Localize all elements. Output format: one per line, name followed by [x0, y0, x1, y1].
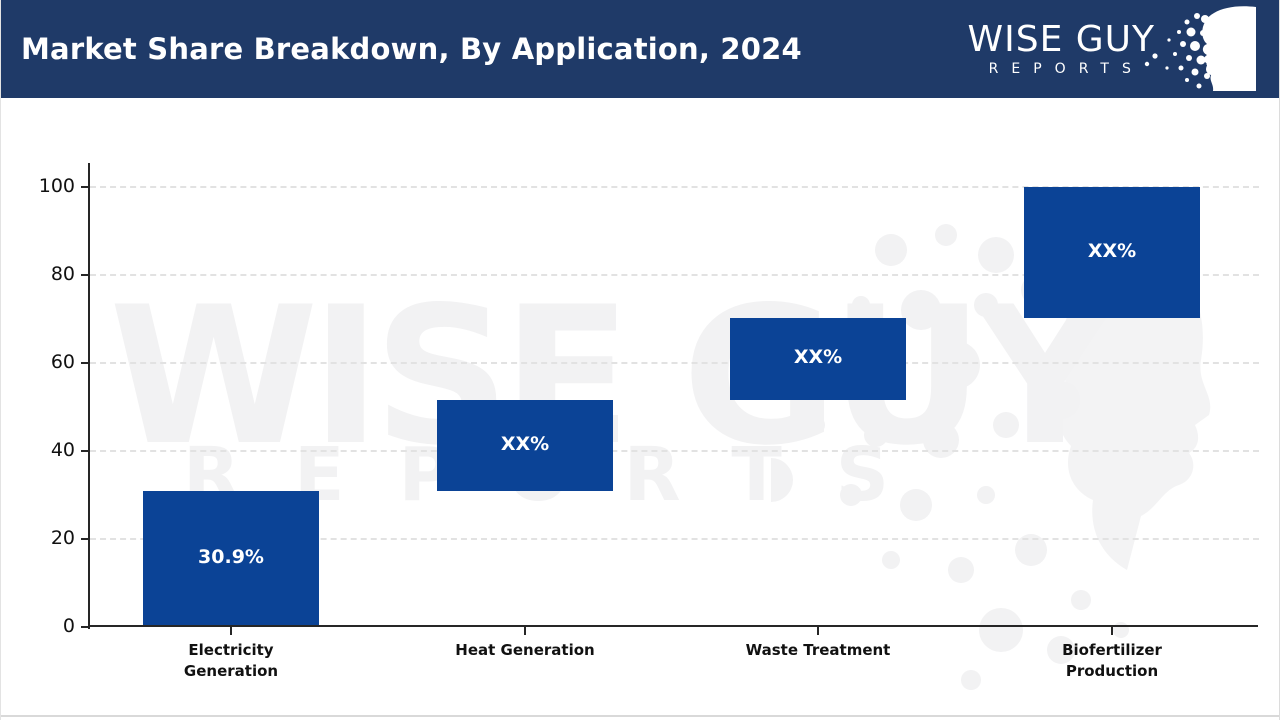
y-axis-line — [88, 163, 90, 629]
bar-value-label: 30.9% — [198, 546, 264, 569]
wiseguy-logo: WISE GUY REPORTS — [968, 6, 1258, 92]
gridline — [90, 274, 1259, 276]
x-tick-mark — [1111, 627, 1113, 635]
y-tick-mark — [81, 626, 89, 628]
x-tick-mark — [817, 627, 819, 635]
logo-wordmark: WISE GUY — [967, 19, 1155, 60]
y-tick-label: 80 — [50, 263, 75, 285]
logo-text: WISE GUY REPORTS — [967, 19, 1156, 77]
gridline — [90, 362, 1259, 364]
x-category-label: Biofertilizer Production — [1062, 641, 1162, 680]
y-tick-label: 0 — [62, 615, 75, 637]
bar-value-label: XX% — [793, 346, 843, 369]
x-tick-mark — [524, 627, 526, 635]
y-tick-mark — [81, 538, 89, 540]
logo-face-icon — [1144, 6, 1256, 91]
bar-value-label: XX% — [1087, 239, 1137, 262]
logo-subtext: REPORTS — [988, 61, 1144, 77]
bar-value-label: XX% — [500, 432, 550, 455]
header-bar: Market Share Breakdown, By Application, … — [1, 0, 1279, 98]
x-axis-line — [88, 625, 1258, 627]
y-tick-label: 60 — [50, 351, 75, 373]
x-category-label: Heat Generation — [455, 641, 595, 659]
y-tick-label: 20 — [50, 527, 75, 549]
gridline — [90, 538, 1259, 540]
gridline — [90, 450, 1259, 452]
x-tick-mark — [230, 627, 232, 635]
x-category-label: Waste Treatment — [745, 641, 891, 659]
y-tick-mark — [81, 274, 89, 276]
y-tick-mark — [81, 450, 89, 452]
waterfall-bar — [143, 491, 319, 627]
waterfall-bar — [1024, 187, 1200, 319]
y-tick-label: 100 — [38, 175, 75, 197]
waterfall-bar — [730, 318, 906, 400]
waterfall-bar — [437, 399, 613, 492]
gridline — [90, 186, 1259, 188]
y-tick-mark — [81, 362, 89, 364]
bottom-border-line — [1, 715, 1279, 717]
y-tick-label: 40 — [50, 439, 75, 461]
x-category-label: Electricity Generation — [183, 641, 279, 680]
page-title: Market Share Breakdown, By Application, … — [21, 32, 802, 66]
y-tick-mark — [81, 186, 89, 188]
